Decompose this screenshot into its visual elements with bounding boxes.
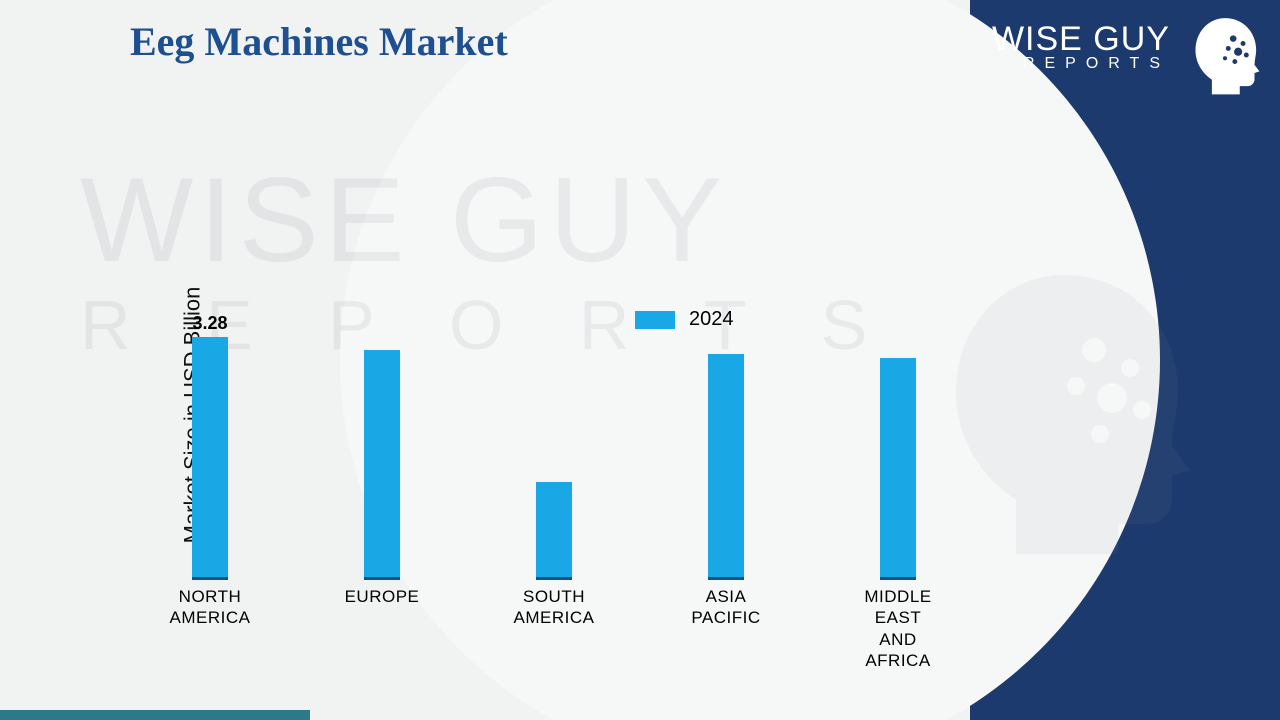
brand-head-icon [1184, 14, 1266, 96]
plot-area: 3.28NORTHAMERICAEUROPESOUTHAMERICAASIAPA… [140, 150, 970, 580]
category-label: MIDDLEEASTANDAFRICA [828, 586, 968, 671]
bar [192, 337, 228, 580]
bar-value-label: 3.28 [192, 313, 227, 334]
bar-group [656, 150, 796, 580]
bar [536, 482, 572, 580]
bar-group: 3.28 [140, 150, 280, 580]
chart-legend: 2024 [635, 308, 734, 331]
bar-group [312, 150, 452, 580]
bar [364, 350, 400, 580]
brand-logo-text: WISE GUY REPORTS [992, 20, 1170, 73]
bar-chart: Market Size in USD Billion 3.28NORTHAMER… [100, 150, 970, 680]
canvas: WISE GUY R E P O R T S Eeg Machines Mark… [0, 0, 1280, 720]
legend-label: 2024 [689, 308, 734, 331]
bar [880, 358, 916, 581]
bar-group [828, 150, 968, 580]
brand-line1: WISE GUY [992, 20, 1170, 59]
category-label: ASIAPACIFIC [656, 586, 796, 629]
category-label: NORTHAMERICA [140, 586, 280, 629]
bar-group [484, 150, 624, 580]
chart-title: Eeg Machines Market [130, 18, 508, 65]
category-label: EUROPE [312, 586, 452, 607]
bar [708, 354, 744, 580]
bottom-accent-bar [0, 710, 310, 720]
legend-swatch [635, 311, 675, 329]
category-label: SOUTHAMERICA [484, 586, 624, 629]
